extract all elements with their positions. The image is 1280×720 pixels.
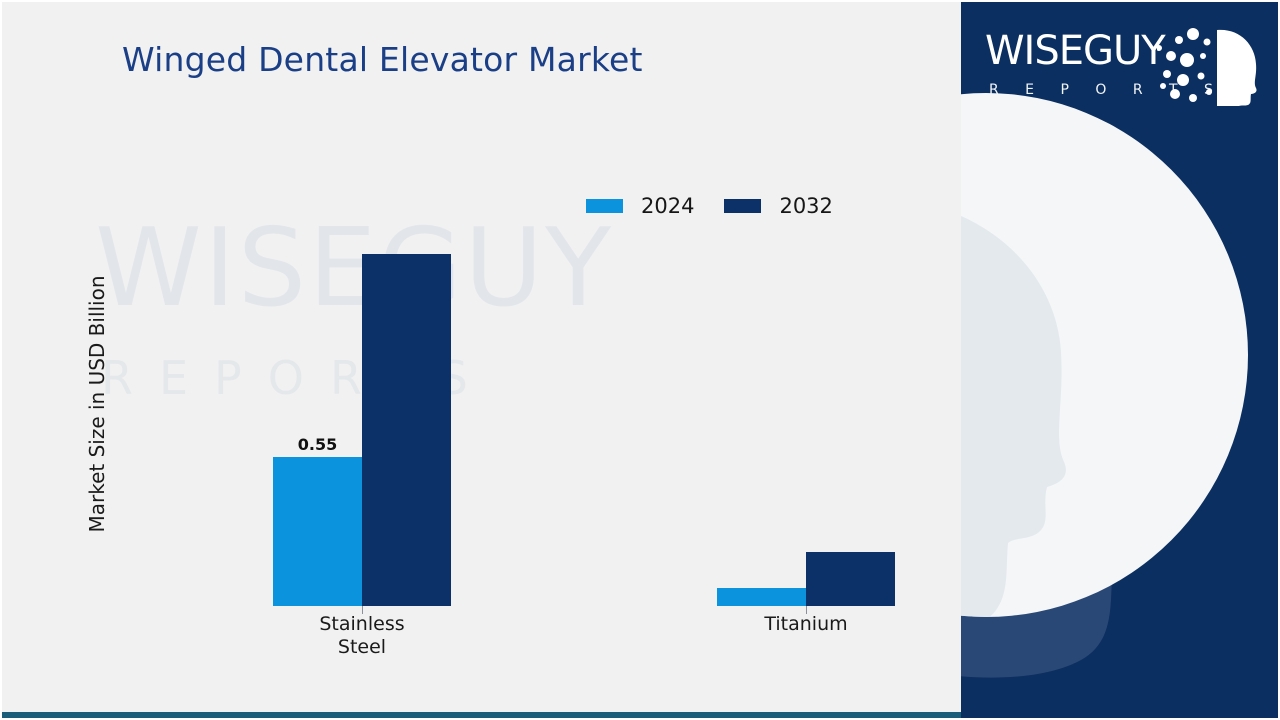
logo-subtitle: R E P O R T S [989,82,1224,98]
x-axis-label-stainless-steel: Stainless Steel [262,613,462,659]
y-axis-label: Market Size in USD Billion [85,275,109,533]
bar-titanium-2032[interactable] [806,552,895,606]
legend-swatch-2032 [724,199,762,213]
brand-logo: WISEGUY R E P O R T S [979,26,1264,111]
brand-circle-content [961,198,1066,617]
page-title: Winged Dental Elevator Market [122,40,643,79]
legend-item-2032[interactable]: 2032 [724,194,833,218]
logo-wordmark: WISEGUY [985,28,1166,74]
head-silhouette-inner [961,198,1066,617]
brand-panel-artwork [961,93,1248,678]
logo-face-icon [1157,28,1257,106]
x-axis-tick-titanium [806,606,807,614]
legend-label-2032: 2032 [779,194,833,218]
bottom-accent-strip [0,712,961,720]
chart-area: WISEGUY REPORTS Winged Dental Elevator M… [0,40,961,720]
x-axis-label-line: Steel [337,636,387,658]
legend-item-2024[interactable]: 2024 [586,194,694,218]
plot-region: 0.55 Stainless Steel Titanium [262,254,906,659]
bar-stainless-steel-2032[interactable] [362,254,451,606]
bar-value-label-stainless-steel-2024: 0.55 [297,435,338,454]
bar-stainless-steel-2024[interactable] [273,457,362,606]
x-axis-label-line: Stainless [319,613,405,635]
chart-legend: 2024 2032 [586,194,833,218]
bar-titanium-2024[interactable] [717,588,806,606]
x-axis-label-line: Titanium [764,613,848,635]
legend-label-2024: 2024 [641,194,695,218]
brand-panel: WISEGUY R E P O R T S [961,0,1280,720]
legend-swatch-2024 [586,199,623,213]
x-axis-tick-stainless-steel [362,606,363,614]
x-axis-label-titanium: Titanium [706,613,906,636]
